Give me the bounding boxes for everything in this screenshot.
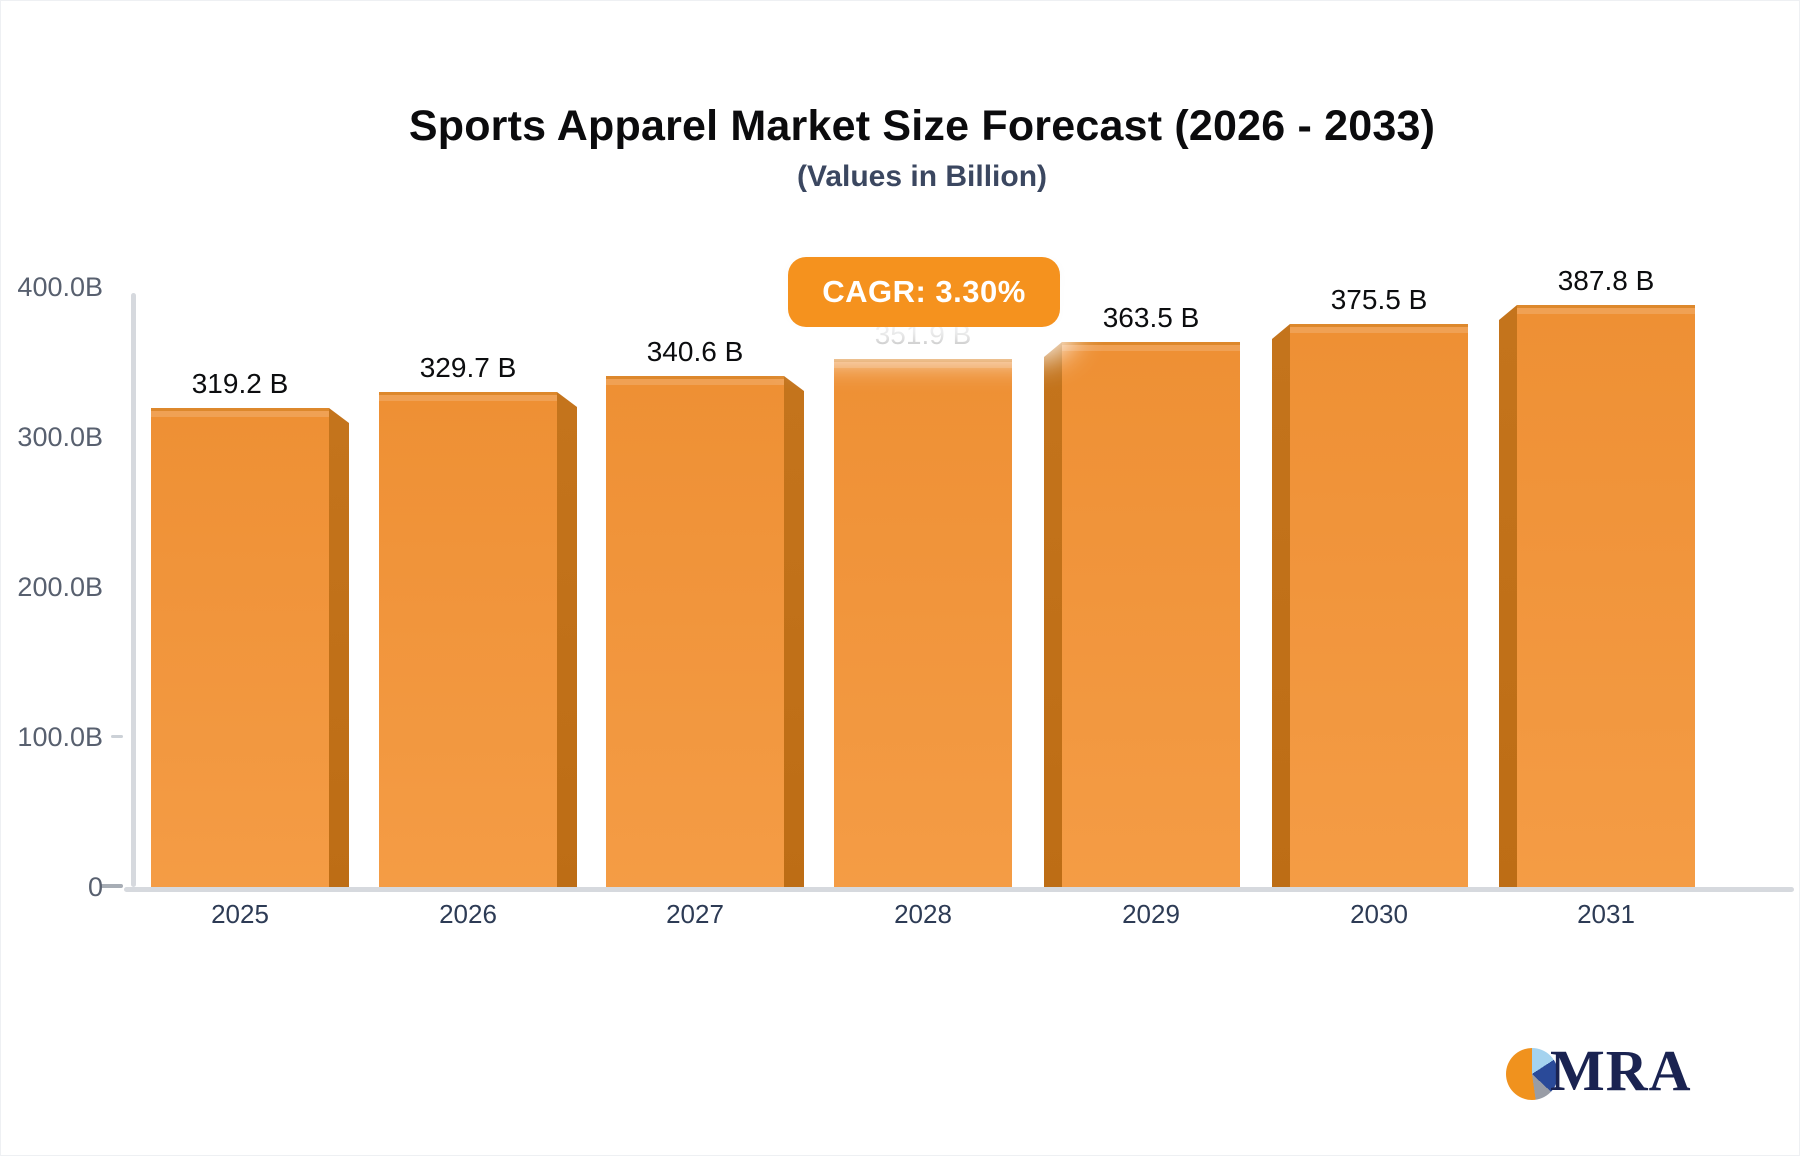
- bar-value-label: 387.8 B: [1557, 265, 1655, 296]
- bar-value-label: 329.7 B: [419, 352, 517, 383]
- y-axis-tick-label: 0: [87, 872, 103, 902]
- y-axis-tick-zero: [100, 884, 123, 888]
- x-axis-category-label: 2026: [439, 899, 497, 929]
- pie-chart-logo-icon: [1506, 1048, 1558, 1100]
- bar-value-label: 340.6 B: [646, 336, 744, 367]
- y-axis-tick-100: [111, 735, 123, 738]
- bar-2031[interactable]: [1517, 305, 1695, 887]
- brand-logo: MRA: [1506, 1039, 1692, 1103]
- bar-side-face: [1272, 324, 1290, 887]
- x-axis-category-label: 2029: [1122, 899, 1180, 929]
- y-axis-line: [131, 293, 136, 887]
- y-axis-tick-label: 400.0B: [17, 272, 103, 302]
- bar-2030[interactable]: [1290, 324, 1468, 887]
- bar-2025[interactable]: [151, 408, 329, 887]
- bar-2027[interactable]: [606, 376, 784, 887]
- x-axis-category-label: 2030: [1350, 899, 1408, 929]
- bar-2026[interactable]: [379, 392, 557, 887]
- brand-logo-text: MRA: [1550, 1038, 1692, 1103]
- chart-subtitle: (Values in Billion): [796, 160, 1048, 193]
- y-axis-tick-label: 200.0B: [17, 572, 103, 602]
- bar-side-face: [329, 408, 349, 887]
- bar-value-label: 319.2 B: [191, 368, 289, 399]
- bar-side-face: [557, 392, 577, 887]
- bar-2029[interactable]: [1062, 342, 1240, 887]
- chart-header: Sports Apparel Market Size Forecast (202…: [43, 101, 1799, 195]
- y-axis-tick-label: 100.0B: [17, 722, 103, 752]
- x-axis-baseline: [124, 887, 1794, 892]
- cagr-badge: CAGR: 3.30%: [788, 257, 1060, 327]
- bar-2028[interactable]: [834, 359, 1012, 887]
- chart-title: Sports Apparel Market Size Forecast (202…: [408, 102, 1436, 150]
- x-axis-category-label: 2031: [1577, 899, 1635, 929]
- bar-side-face: [1499, 305, 1517, 887]
- y-axis-tick-label: 300.0B: [17, 422, 103, 452]
- x-axis-category-label: 2027: [666, 899, 724, 929]
- bar-value-label: 375.5 B: [1330, 284, 1428, 315]
- x-axis-category-label: 2028: [894, 899, 952, 929]
- bar-side-face: [784, 376, 804, 887]
- bar-value-label: 363.5 B: [1102, 302, 1200, 333]
- bar-side-face: [1044, 342, 1062, 887]
- x-axis-category-label: 2025: [211, 899, 269, 929]
